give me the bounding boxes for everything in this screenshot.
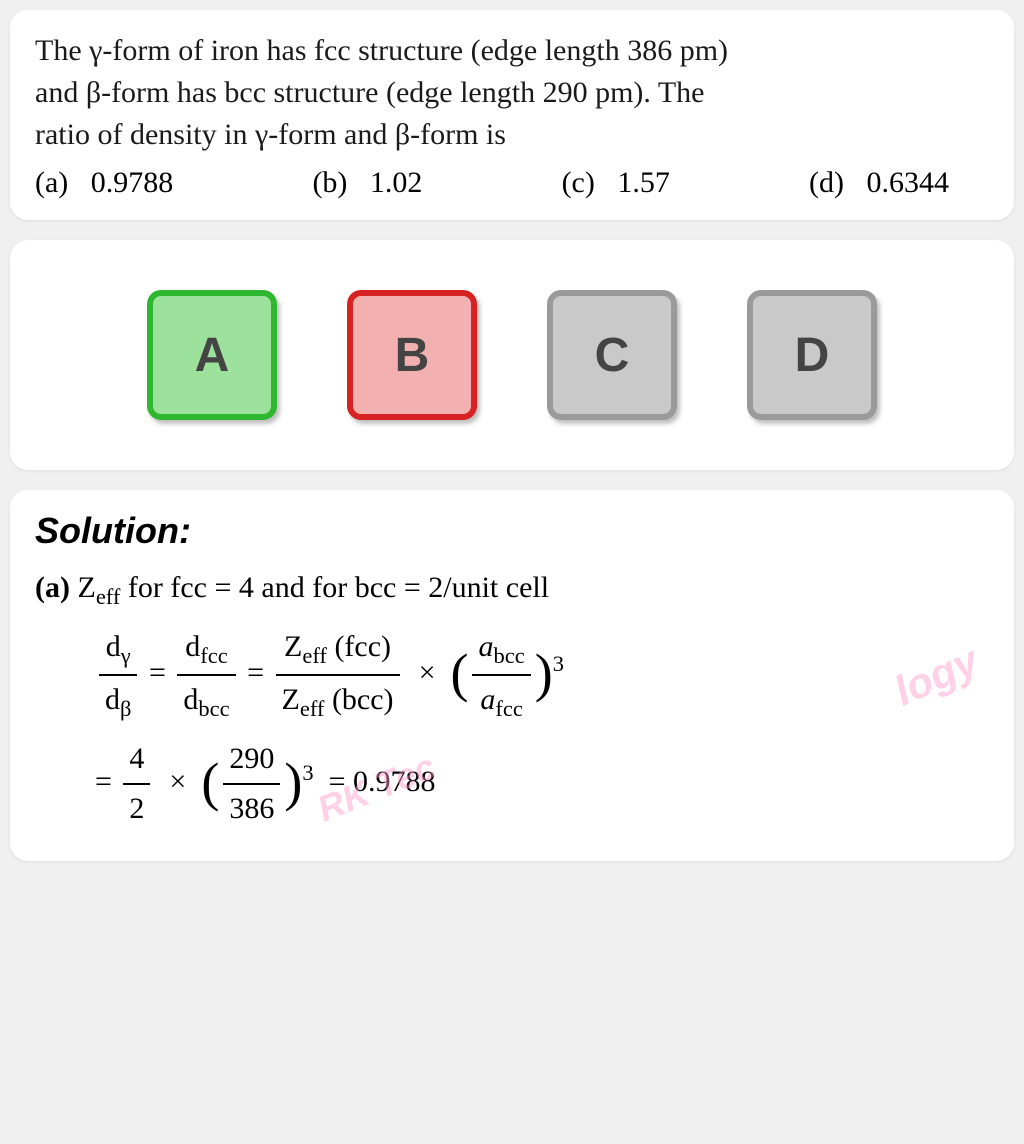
option-c: (c) 1.57 xyxy=(562,166,670,200)
options-row: (a) 0.9788 (b) 1.02 (c) 1.57 (d) 0.6344 xyxy=(35,166,989,200)
solution-equation-2: = 4 2 × ( 290 386 )3 = 0.9788 xyxy=(95,735,989,833)
frac-dgamma-dbeta: dγ dβ xyxy=(99,623,137,727)
frac-dfcc-dbcc: dfcc dbcc xyxy=(177,623,235,727)
solution-title: Solution: xyxy=(35,510,989,552)
question-line-2: and β-form has bcc structure (edge lengt… xyxy=(35,76,705,109)
answer-button-a[interactable]: A xyxy=(147,290,277,420)
question-line-3: ratio of density in γ-form and β-form is xyxy=(35,118,506,151)
solution-equation-1: dγ dβ = dfcc dbcc = Zeff (fcc) Zeff (bcc… xyxy=(95,623,989,727)
answer-button-d[interactable]: D xyxy=(747,290,877,420)
answer-card: A B C D xyxy=(10,240,1014,470)
option-b: (b) 1.02 xyxy=(312,166,422,200)
frac-zeff: Zeff (fcc) Zeff (bcc) xyxy=(276,623,400,727)
solution-result: = 0.9788 xyxy=(329,765,436,798)
answer-button-b[interactable]: B xyxy=(347,290,477,420)
option-a: (a) 0.9788 xyxy=(35,166,173,200)
frac-abcc-afcc: abcc afcc xyxy=(472,623,530,727)
question-line-1: The γ-form of iron has fcc structure (ed… xyxy=(35,34,728,67)
question-text: The γ-form of iron has fcc structure (ed… xyxy=(35,30,989,156)
frac-290-386: 290 386 xyxy=(223,735,280,833)
question-card: The γ-form of iron has fcc structure (ed… xyxy=(10,10,1014,220)
answer-buttons-row: A B C D xyxy=(35,260,989,450)
answer-button-c[interactable]: C xyxy=(547,290,677,420)
solution-lead: (a) Zeff for fcc = 4 and for bcc = 2/uni… xyxy=(35,564,989,615)
frac-4-2: 4 2 xyxy=(123,735,150,833)
solution-body: logy RK Tec (a) Zeff for fcc = 4 and for… xyxy=(35,564,989,833)
solution-card: Solution: logy RK Tec (a) Zeff for fcc =… xyxy=(10,490,1014,861)
option-d: (d) 0.6344 xyxy=(809,166,949,200)
